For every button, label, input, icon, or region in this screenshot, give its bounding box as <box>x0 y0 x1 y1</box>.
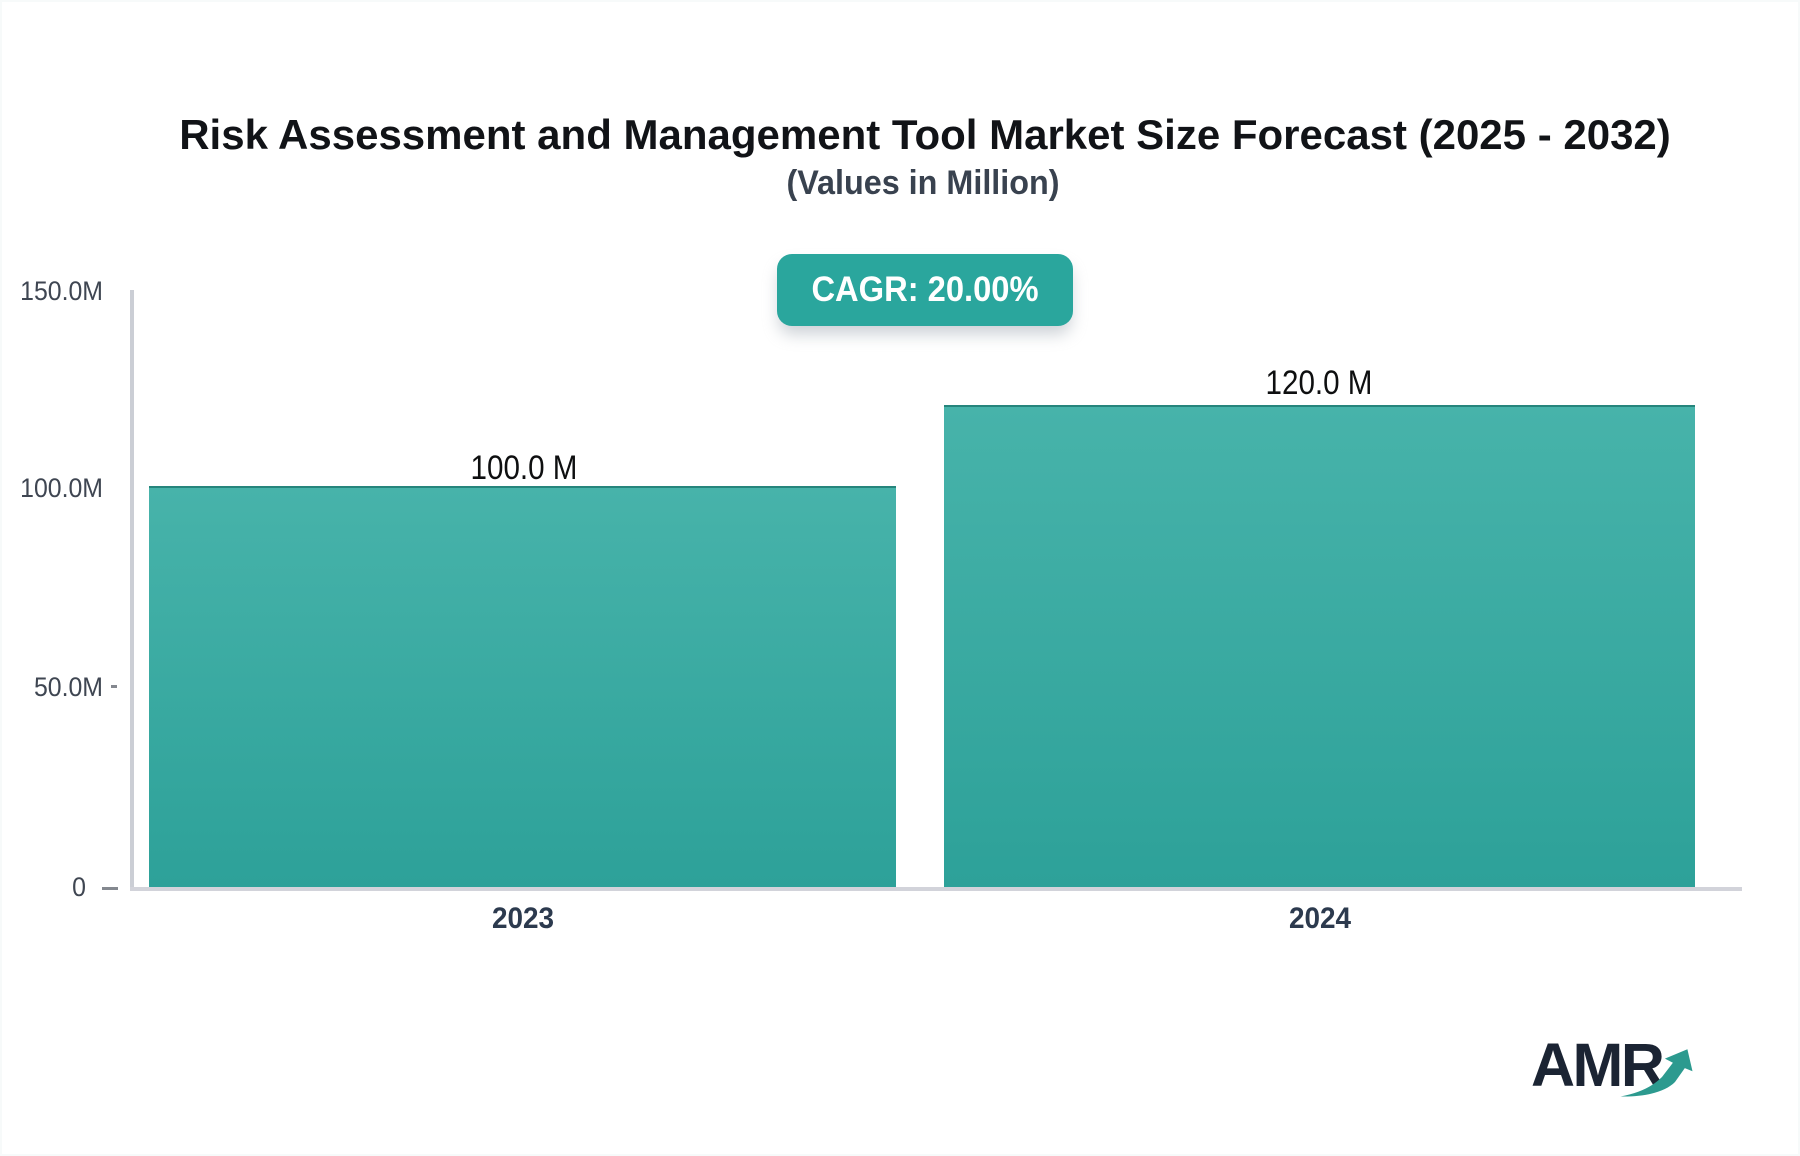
svg-text:AMR: AMR <box>1531 1031 1664 1099</box>
